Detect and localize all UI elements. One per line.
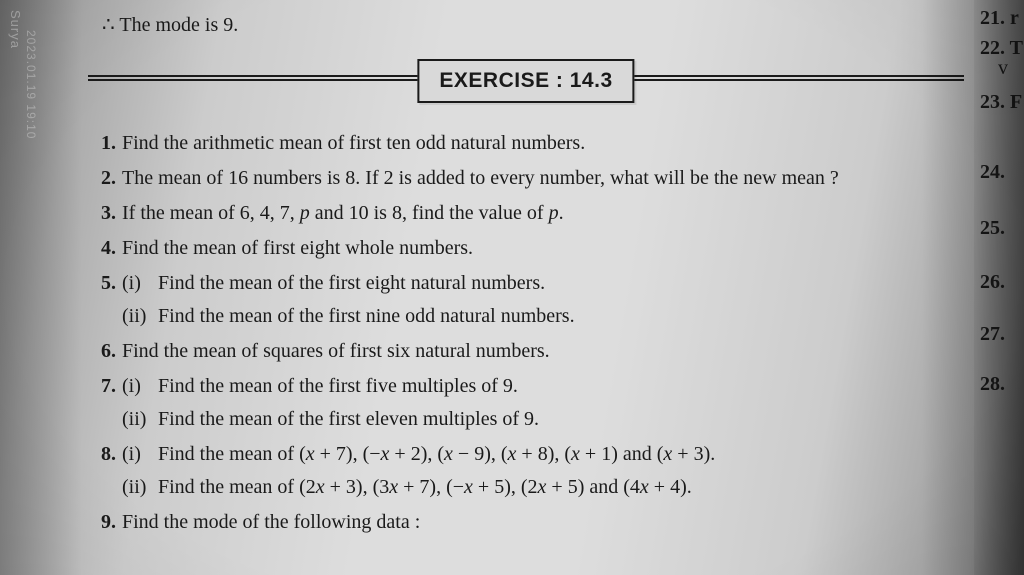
question-body: (i)Find the mean of the first five multi… bbox=[122, 370, 964, 436]
question-item: 7.(i)Find the mean of the first five mul… bbox=[88, 370, 964, 436]
question-number: 6. bbox=[88, 335, 122, 368]
spacer bbox=[974, 78, 1024, 92]
subpart-label: (ii) bbox=[122, 300, 158, 333]
right-num: 27. bbox=[974, 324, 1024, 344]
question-item: 5.(i)Find the mean of the first eight na… bbox=[88, 267, 964, 333]
question-item: 2.The mean of 16 numbers is 8. If 2 is a… bbox=[88, 162, 964, 195]
right-num: 22. T bbox=[974, 38, 1024, 58]
subpart-label: (i) bbox=[122, 267, 158, 300]
subpart-text: Find the mean of the first eight natural… bbox=[158, 267, 545, 300]
mode-conclusion-line: ∴ The mode is 9. bbox=[102, 12, 964, 37]
page-content: ∴ The mode is 9. EXERCISE : 14.3 1.Find … bbox=[0, 0, 1024, 575]
question-number: 1. bbox=[88, 127, 122, 160]
question-item: 1.Find the arithmetic mean of first ten … bbox=[88, 127, 964, 160]
subpart-text: Find the mean of (2x + 3), (3x + 7), (−x… bbox=[158, 471, 692, 504]
question-body: Find the mean of first eight whole numbe… bbox=[122, 232, 964, 265]
subpart-text: Find the mean of the first nine odd natu… bbox=[158, 300, 575, 333]
question-body: (i)Find the mean of the first eight natu… bbox=[122, 267, 964, 333]
right-num: 28. bbox=[974, 374, 1024, 394]
subpart-label: (i) bbox=[122, 438, 158, 471]
question-subpart: (i)Find the mean of the first eight natu… bbox=[122, 267, 964, 300]
question-number: 2. bbox=[88, 162, 122, 195]
right-num: 23. F bbox=[974, 92, 1024, 112]
exercise-title-box: EXERCISE : 14.3 bbox=[417, 59, 634, 103]
question-subpart: (i)Find the mean of (x + 7), (−x + 2), (… bbox=[122, 438, 964, 471]
spacer bbox=[974, 28, 1024, 38]
question-number: 5. bbox=[88, 267, 122, 333]
question-body: Find the mean of squares of first six na… bbox=[122, 335, 964, 368]
question-subpart: (ii)Find the mean of (2x + 3), (3x + 7),… bbox=[122, 471, 964, 504]
spacer bbox=[974, 112, 1024, 162]
exercise-banner: EXERCISE : 14.3 bbox=[88, 59, 964, 109]
watermark-timestamp: 2023.01.19 19:10 bbox=[24, 30, 38, 139]
spacer bbox=[974, 238, 1024, 272]
question-item: 8.(i)Find the mean of (x + 7), (−x + 2),… bbox=[88, 438, 964, 504]
question-item: 3.If the mean of 6, 4, 7, p and 10 is 8,… bbox=[88, 197, 964, 230]
subpart-text: Find the mean of the first five multiple… bbox=[158, 370, 518, 403]
question-number: 8. bbox=[88, 438, 122, 504]
subpart-text: Find the mean of (x + 7), (−x + 2), (x −… bbox=[158, 438, 715, 471]
question-item: 6.Find the mean of squares of first six … bbox=[88, 335, 964, 368]
spacer bbox=[974, 182, 1024, 218]
subpart-label: (ii) bbox=[122, 403, 158, 436]
question-item: 4.Find the mean of first eight whole num… bbox=[88, 232, 964, 265]
spacer bbox=[974, 344, 1024, 374]
question-number: 9. bbox=[88, 506, 122, 539]
spacer bbox=[974, 292, 1024, 324]
question-body: Find the arithmetic mean of first ten od… bbox=[122, 127, 964, 160]
right-num: 21. r bbox=[974, 8, 1024, 28]
right-num: 26. bbox=[974, 272, 1024, 292]
right-column-cutoff: 21. r 22. Tv 23. F 24. 25. 26. 27. 28. bbox=[974, 0, 1024, 575]
question-subpart: (ii)Find the mean of the first eleven mu… bbox=[122, 403, 964, 436]
subpart-label: (ii) bbox=[122, 471, 158, 504]
question-item: 9.Find the mode of the following data : bbox=[88, 506, 964, 539]
question-number: 4. bbox=[88, 232, 122, 265]
question-number: 7. bbox=[88, 370, 122, 436]
right-subline: v bbox=[974, 58, 1024, 78]
subpart-label: (i) bbox=[122, 370, 158, 403]
question-number: 3. bbox=[88, 197, 122, 230]
right-num: 25. bbox=[974, 218, 1024, 238]
right-num: 24. bbox=[974, 162, 1024, 182]
question-subpart: (ii)Find the mean of the first nine odd … bbox=[122, 300, 964, 333]
question-body: If the mean of 6, 4, 7, p and 10 is 8, f… bbox=[122, 197, 964, 230]
subpart-text: Find the mean of the first eleven multip… bbox=[158, 403, 539, 436]
question-list: 1.Find the arithmetic mean of first ten … bbox=[88, 127, 964, 539]
question-body: The mean of 16 numbers is 8. If 2 is add… bbox=[122, 162, 964, 195]
question-body: (i)Find the mean of (x + 7), (−x + 2), (… bbox=[122, 438, 964, 504]
question-subpart: (i)Find the mean of the first five multi… bbox=[122, 370, 964, 403]
question-body: Find the mode of the following data : bbox=[122, 506, 964, 539]
watermark-name: Surya bbox=[8, 10, 23, 49]
